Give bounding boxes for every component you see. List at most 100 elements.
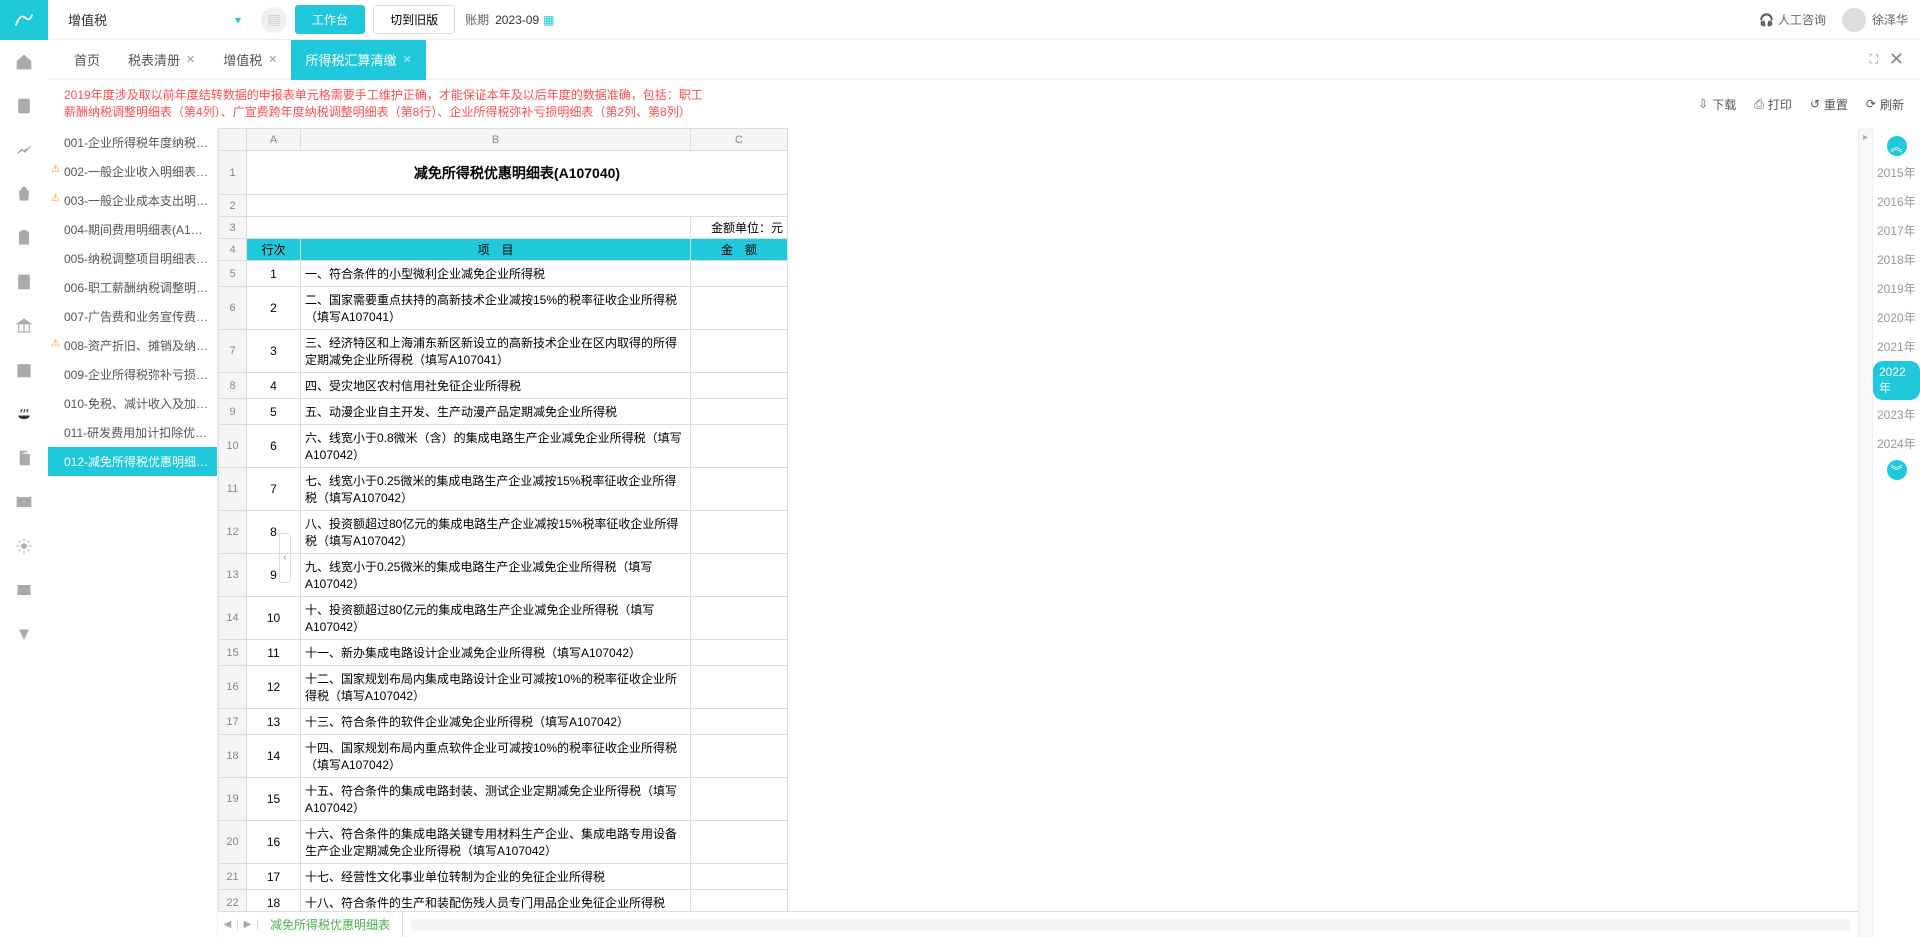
nav-calendar-icon[interactable] — [0, 348, 48, 392]
year-item[interactable]: 2023年 — [1873, 400, 1920, 429]
calendar-icon[interactable]: ▦ — [543, 13, 554, 27]
horizontal-scrollbar[interactable] — [411, 919, 1850, 931]
period-value[interactable]: 2023-09 — [495, 13, 539, 27]
table-row[interactable]: 1814十四、国家规划布局内重点软件企业可减按10%的税率征收企业所得税（填写A… — [219, 735, 788, 778]
app-logo — [0, 0, 48, 40]
nav-mail-icon[interactable] — [0, 480, 48, 524]
nav-calc-icon[interactable] — [0, 260, 48, 304]
tab-增值税[interactable]: 增值税✕ — [209, 40, 291, 80]
nav-steam-icon[interactable] — [0, 392, 48, 436]
nav-copy-icon[interactable] — [0, 436, 48, 480]
table-row[interactable]: 2117十七、经营性文化事业单位转制为企业的免征企业所得税 — [219, 864, 788, 890]
sheet-title: 减免所得税优惠明细表(A107040) — [247, 151, 788, 195]
year-strip: ︽ 2015年2016年2017年2018年2019年2020年2021年202… — [1872, 128, 1920, 937]
nav-video-icon[interactable] — [0, 568, 48, 612]
year-item[interactable]: 2019年 — [1873, 274, 1920, 303]
table-row[interactable]: 73三、经济特区和上海浦东新区新设立的高新技术企业在区内取得的所得定期减免企业所… — [219, 330, 788, 373]
sheet-area: ABC1减免所得税优惠明细表(A107040)23金额单位：元4行次项 目金 额… — [218, 128, 1858, 937]
year-item[interactable]: 2016年 — [1873, 187, 1920, 216]
workbench-button[interactable]: 工作台 — [295, 5, 365, 34]
col-header-rowno: 行次 — [247, 239, 301, 261]
table-row[interactable]: 1410十、投资额超过80亿元的集成电路生产企业减免企业所得税（填写A10704… — [219, 597, 788, 640]
table-row[interactable]: 2016十六、符合条件的集成电路关键专用材料生产企业、集成电路专用设备生产企业定… — [219, 821, 788, 864]
table-row[interactable]: 139九、线宽小于0.25微米的集成电路生产企业减免企业所得税（填写A10704… — [219, 554, 788, 597]
table-row[interactable]: 128八、投资额超过80亿元的集成电路生产企业减按15%税率征收企业所得税（填写… — [219, 511, 788, 554]
tree-item[interactable]: ⚠002-一般企业收入明细表(A1... — [48, 157, 217, 186]
tree-item[interactable]: 001-企业所得税年度纳税申... — [48, 128, 217, 157]
refresh-button[interactable]: ⟳ 刷新 — [1866, 96, 1904, 113]
table-row[interactable]: 51一、符合条件的小型微利企业减免企业所得税 — [219, 261, 788, 287]
reset-button[interactable]: ↺ 重置 — [1810, 96, 1848, 113]
col-header-amount: 金 额 — [691, 239, 788, 261]
nav-bag-icon[interactable] — [0, 172, 48, 216]
sheet-table[interactable]: ABC1减免所得税优惠明细表(A107040)23金额单位：元4行次项 目金 额… — [218, 128, 788, 911]
nav-bank-icon[interactable] — [0, 304, 48, 348]
year-item[interactable]: 2015年 — [1873, 158, 1920, 187]
breadcrumb[interactable]: 增值税 — [60, 10, 115, 29]
year-item[interactable]: 2022年 — [1873, 361, 1920, 400]
close-icon[interactable]: ✕ — [403, 53, 412, 66]
tree-item[interactable]: 011-研发费用加计扣除优惠... — [48, 418, 217, 447]
tree-item[interactable]: 006-职工薪酬纳税调整明细... — [48, 273, 217, 302]
table-row[interactable]: 1915十五、符合条件的集成电路封装、测试企业定期减免企业所得税（填写A1070… — [219, 778, 788, 821]
sheet-tab[interactable]: 减免所得税优惠明细表 — [258, 912, 403, 937]
table-row[interactable]: 62二、国家需要重点扶持的高新技术企业减按15%的税率征收企业所得税（填写A10… — [219, 287, 788, 330]
table-row[interactable]: 84四、受灾地区农村信用社免征企业所得税 — [219, 373, 788, 399]
tree-item[interactable]: ⚠008-资产折旧、摊销及纳税... — [48, 331, 217, 360]
close-icon[interactable]: ✕ — [268, 53, 277, 66]
nav-home-icon[interactable] — [0, 40, 48, 84]
tab-税表清册[interactable]: 税表清册✕ — [114, 40, 209, 80]
nav-chart-icon[interactable] — [0, 128, 48, 172]
tree-item[interactable]: 009-企业所得税弥补亏损明... — [48, 360, 217, 389]
nav-gear-icon[interactable] — [0, 524, 48, 568]
year-item[interactable]: 2020年 — [1873, 303, 1920, 332]
sheet-footer: ◀▶ 减免所得税优惠明细表 — [218, 911, 1858, 937]
table-row[interactable]: 1612十二、国家规划布局内集成电路设计企业可减按10%的税率征收企业所得税（填… — [219, 666, 788, 709]
sheet-next-icon[interactable]: ▶ — [238, 919, 258, 930]
table-row[interactable]: 95五、动漫企业自主开发、生产动漫产品定期减免企业所得税 — [219, 399, 788, 425]
headset-icon: 🎧 — [1759, 13, 1774, 27]
top-bar: 增值税 ▾ ▤ 工作台 切到旧版 账期 2023-09 ▦ 🎧人工咨询 徐泽华 — [48, 0, 1920, 40]
table-row[interactable]: 117七、线宽小于0.25微米的集成电路生产企业减按15%税率征收企业所得税（填… — [219, 468, 788, 511]
year-item[interactable]: 2017年 — [1873, 216, 1920, 245]
tree-item[interactable]: 005-纳税调整项目明细表(A1... — [48, 244, 217, 273]
sheet-prev-icon[interactable]: ◀ — [218, 919, 238, 930]
chevron-down-icon[interactable]: ▾ — [235, 13, 241, 27]
table-row[interactable]: 1713十三、符合条件的软件企业减免企业所得税（填写A107042） — [219, 709, 788, 735]
avatar[interactable] — [1842, 8, 1866, 32]
switch-old-button[interactable]: 切到旧版 — [373, 5, 455, 34]
year-up-button[interactable]: ︽ — [1887, 136, 1907, 156]
table-row[interactable]: 106六、线宽小于0.8微米（含）的集成电路生产企业减免企业所得税（填写A107… — [219, 425, 788, 468]
tree-item[interactable]: 004-期间费用明细表(A1040... — [48, 215, 217, 244]
warning-icon: ⚠ — [51, 193, 60, 204]
nav-clipboard-icon[interactable] — [0, 216, 48, 260]
vertical-strip[interactable]: ▸ — [1858, 128, 1872, 937]
username: 徐泽华 — [1872, 11, 1908, 28]
tree-item[interactable]: 007-广告费和业务宣传费跨... — [48, 302, 217, 331]
table-row[interactable]: 2218十八、符合条件的生产和装配伤残人员专门用品企业免征企业所得税 — [219, 890, 788, 912]
close-icon[interactable]: ✕ — [186, 53, 195, 66]
warning-icon: ⚠ — [51, 164, 60, 175]
tree-item[interactable]: 010-免税、减计收入及加计... — [48, 389, 217, 418]
circle-button[interactable]: ▤ — [261, 7, 287, 33]
nav-v-icon[interactable] — [0, 612, 48, 656]
year-down-button[interactable]: ︾ — [1887, 460, 1907, 480]
print-button[interactable]: ⎙ 打印 — [1754, 96, 1792, 113]
nav-doc-icon[interactable] — [0, 84, 48, 128]
form-tree: 001-企业所得税年度纳税申...⚠002-一般企业收入明细表(A1...⚠00… — [48, 128, 218, 937]
tab-所得税汇算清缴[interactable]: 所得税汇算清缴✕ — [291, 40, 425, 80]
year-item[interactable]: 2018年 — [1873, 245, 1920, 274]
tree-item[interactable]: 012-减免所得税优惠明细表(... — [48, 447, 217, 476]
toolbar: 2019年度涉及取以前年度结转数据的申报表单元格需要手工维护正确，才能保证本年及… — [48, 80, 1920, 128]
close-all-icon[interactable]: ✕ — [1889, 49, 1904, 70]
main-tabs: 首页税表清册✕增值税✕所得税汇算清缴✕ ⛶ ✕ — [48, 40, 1920, 80]
year-item[interactable]: 2024年 — [1873, 429, 1920, 458]
download-button[interactable]: ⇩ 下载 — [1698, 96, 1736, 113]
help-link[interactable]: 🎧人工咨询 — [1759, 11, 1826, 28]
tree-item[interactable]: ⚠003-一般企业成本支出明细... — [48, 186, 217, 215]
tab-首页[interactable]: 首页 — [60, 40, 114, 80]
warning-text: 2019年度涉及取以前年度结转数据的申报表单元格需要手工维护正确，才能保证本年及… — [64, 87, 704, 121]
year-item[interactable]: 2021年 — [1873, 332, 1920, 361]
expand-icon[interactable]: ⛶ — [1870, 52, 1878, 67]
table-row[interactable]: 1511十一、新办集成电路设计企业减免企业所得税（填写A107042） — [219, 640, 788, 666]
